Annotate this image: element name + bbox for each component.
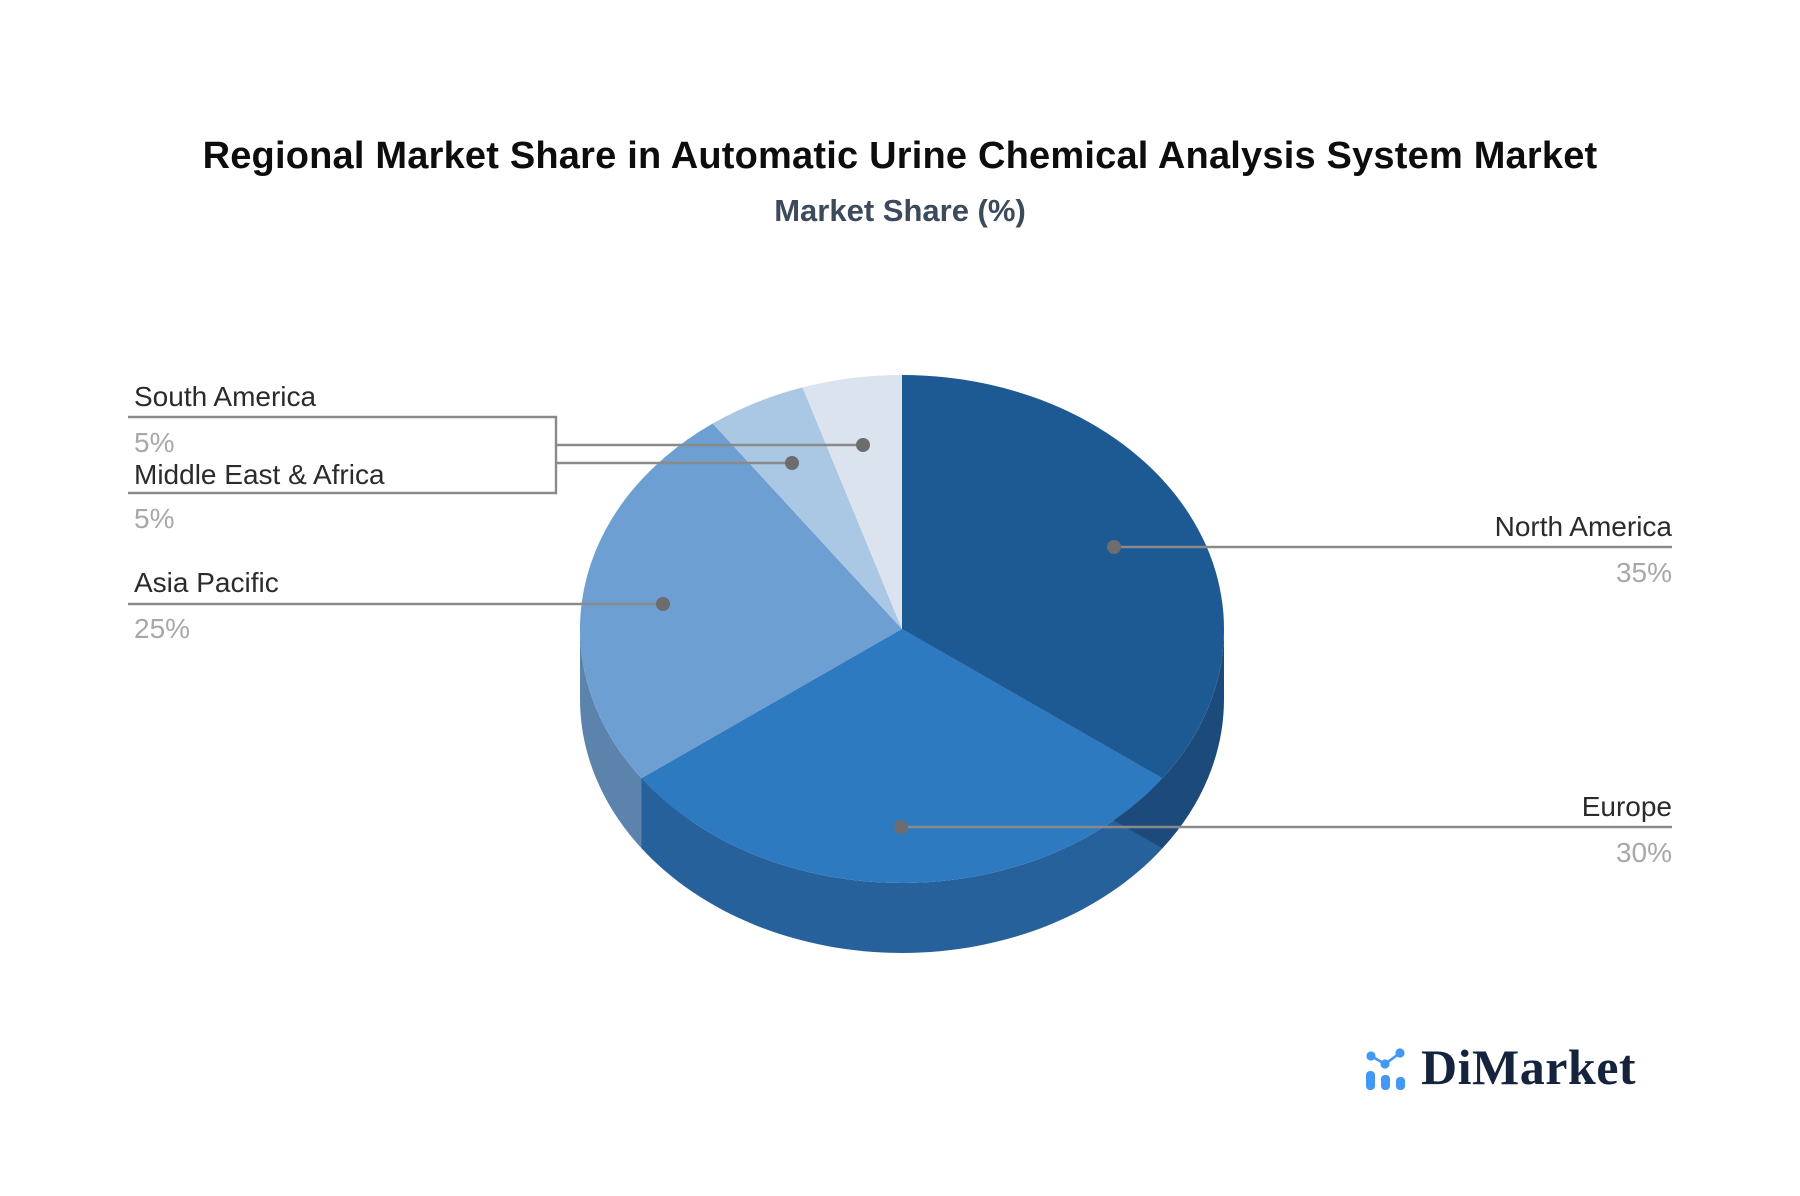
leader-line-south-america xyxy=(128,415,863,447)
leader-dot-asia-pacific xyxy=(656,597,670,611)
slice-label-asia-pacific: Asia Pacific xyxy=(134,567,279,598)
slice-value-europe: 30% xyxy=(1615,837,1672,868)
bar-chart-trend-icon xyxy=(1366,1048,1405,1090)
slice-label-middle-east-africa: Middle East & Africa xyxy=(134,459,385,490)
slice-label-europe: Europe xyxy=(1581,791,1672,822)
leader-dot-middle-east-africa xyxy=(785,456,799,470)
leader-line-middle-east-africa xyxy=(128,445,558,495)
pie-rim-asia-pacific xyxy=(580,629,642,849)
logo-text: DiMarket xyxy=(1421,1039,1637,1095)
slice-value-asia-pacific: 25% xyxy=(134,613,191,644)
leader-dot-north-america xyxy=(1107,540,1121,554)
slice-value-south-america: 5% xyxy=(134,427,175,458)
slice-value-middle-east-africa: 5% xyxy=(134,503,175,534)
dimarket-logo: DiMarket xyxy=(1365,1040,1636,1094)
pie-rim-europe xyxy=(641,778,1163,953)
pie-slice-south-america xyxy=(802,375,902,629)
leader-dot-south-america xyxy=(856,438,870,452)
pie-slice-middle-east-africa xyxy=(712,387,902,629)
pie-rim-north-america xyxy=(1162,629,1224,849)
slice-label-north-america: North America xyxy=(1494,511,1672,542)
pie-slice-asia-pacific xyxy=(579,423,902,779)
leader-dot-europe xyxy=(894,820,908,834)
chart-title: Regional Market Share in Automatic Urine… xyxy=(202,135,1598,177)
slice-label-south-america: South America xyxy=(134,381,317,412)
pie-slice-north-america xyxy=(902,375,1224,779)
slice-value-north-america: 35% xyxy=(1615,557,1672,588)
chart-subtitle: Market Share (%) xyxy=(774,193,1026,228)
pie-slice-europe xyxy=(641,629,1163,883)
